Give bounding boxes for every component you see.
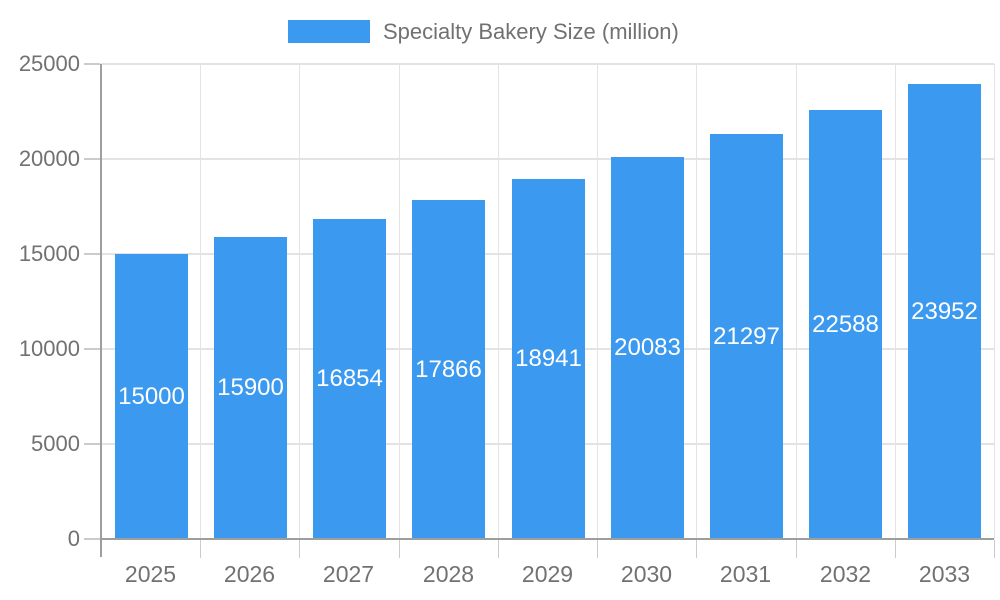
h-gridline (101, 63, 994, 65)
x-axis-tick (498, 540, 499, 558)
bar-value-label: 15000 (118, 382, 185, 410)
bar: 15900 (214, 237, 287, 539)
v-gridline (399, 64, 400, 539)
bar-value-label: 18941 (515, 345, 582, 372)
x-axis-tick (597, 540, 598, 558)
v-gridline (498, 64, 499, 539)
y-axis-label: 0 (67, 526, 80, 551)
bar-value-label: 21297 (713, 322, 780, 350)
x-axis-label: 2025 (124, 561, 177, 587)
v-gridline (200, 64, 201, 539)
x-axis-tick (696, 540, 697, 558)
x-axis-label: 2028 (422, 561, 475, 587)
x-axis-label: 2031 (719, 561, 772, 587)
x-axis-tick (200, 540, 201, 558)
bar-value-label: 17866 (415, 355, 482, 383)
h-gridline (101, 158, 994, 160)
x-axis-label: 2030 (620, 561, 673, 587)
bar: 20083 (611, 157, 684, 539)
y-axis-tick (84, 538, 100, 540)
y-axis-label: 20000 (18, 146, 80, 171)
x-axis-tick (994, 540, 995, 558)
x-axis-label: 2032 (819, 561, 872, 587)
bar-value-label: 20083 (614, 334, 681, 361)
bar: 23952 (908, 84, 981, 539)
v-gridline (895, 64, 896, 539)
v-gridline (597, 64, 598, 539)
v-gridline (696, 64, 697, 539)
x-axis-label: 2029 (521, 561, 574, 587)
bar-value-label: 23952 (911, 297, 978, 325)
x-axis-label: 2026 (223, 561, 276, 587)
bar: 17866 (412, 200, 485, 539)
v-gridline (994, 64, 995, 539)
v-gridline (299, 64, 300, 539)
legend: Specialty Bakery Size (million) (0, 20, 1000, 44)
y-axis-tick (84, 63, 100, 65)
y-axis-label: 25000 (18, 51, 80, 76)
y-axis-tick (84, 158, 100, 160)
x-axis-tick (796, 540, 797, 558)
v-gridline (796, 64, 797, 539)
bar: 15000 (115, 254, 188, 539)
bar: 22588 (809, 110, 882, 539)
y-axis-line (100, 64, 102, 557)
bar-value-label: 15900 (217, 374, 284, 401)
y-axis-tick (84, 348, 100, 350)
x-axis-line (101, 538, 994, 540)
bar: 21297 (710, 134, 783, 539)
x-axis-tick (895, 540, 896, 558)
legend-swatch (288, 20, 370, 43)
y-axis-label: 15000 (18, 241, 80, 266)
y-axis-tick (84, 443, 100, 445)
bar: 18941 (512, 179, 585, 539)
bar-value-label: 16854 (316, 365, 383, 392)
y-axis-label: 5000 (31, 431, 80, 456)
legend-label: Specialty Bakery Size (million) (383, 19, 679, 44)
x-axis-tick (299, 540, 300, 558)
x-axis-label: 2033 (918, 561, 971, 587)
bar: 16854 (313, 219, 386, 539)
bar-value-label: 22588 (812, 310, 879, 338)
y-axis-label: 10000 (18, 336, 80, 361)
y-axis-tick (84, 253, 100, 255)
x-axis-label: 2027 (322, 561, 375, 587)
x-axis-tick (399, 540, 400, 558)
